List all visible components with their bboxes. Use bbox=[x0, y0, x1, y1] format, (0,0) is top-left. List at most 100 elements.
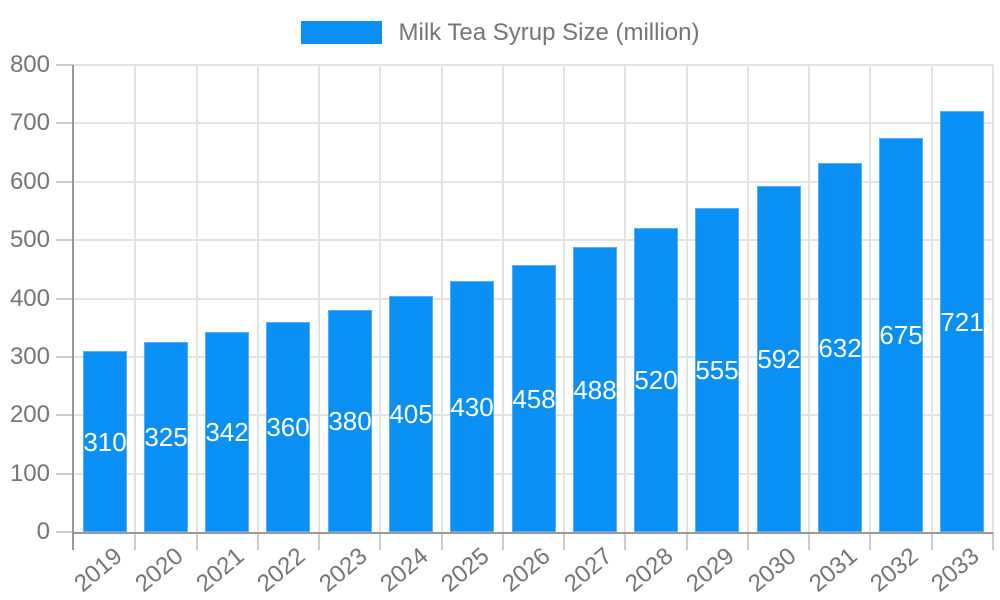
y-tick bbox=[56, 298, 74, 300]
y-tick bbox=[56, 473, 74, 475]
x-gridline bbox=[747, 65, 749, 532]
bar-value-label: 555 bbox=[695, 355, 739, 385]
y-axis-label: 700 bbox=[9, 109, 50, 136]
x-gridline bbox=[869, 65, 871, 532]
bar-value-label: 632 bbox=[818, 332, 862, 363]
y-tick bbox=[56, 64, 74, 66]
x-axis-label: 2028 bbox=[619, 542, 679, 598]
x-tick bbox=[134, 532, 136, 550]
bar-2020[interactable]: 325 bbox=[144, 342, 188, 532]
x-axis-label: 2023 bbox=[313, 542, 373, 598]
x-gridline bbox=[196, 65, 198, 532]
bar-value-label: 488 bbox=[573, 374, 617, 405]
x-tick bbox=[624, 532, 626, 550]
y-axis-label: 200 bbox=[9, 401, 50, 428]
x-axis-label: 2029 bbox=[680, 542, 740, 598]
y-gridline bbox=[74, 181, 993, 183]
x-gridline bbox=[502, 65, 504, 532]
x-axis-label: 2019 bbox=[68, 542, 128, 598]
bar-2026[interactable]: 458 bbox=[512, 265, 556, 532]
x-axis-label: 2033 bbox=[925, 542, 985, 598]
bar-2023[interactable]: 380 bbox=[328, 310, 372, 532]
x-tick bbox=[257, 532, 259, 550]
x-tick bbox=[686, 532, 688, 550]
x-gridline bbox=[563, 65, 565, 532]
bar-value-label: 520 bbox=[634, 365, 678, 395]
x-tick bbox=[502, 532, 504, 550]
y-gridline bbox=[74, 239, 993, 241]
x-tick bbox=[196, 532, 198, 550]
y-axis-label: 800 bbox=[9, 51, 50, 78]
x-gridline bbox=[808, 65, 810, 532]
x-tick bbox=[441, 532, 443, 550]
x-axis-line bbox=[72, 532, 993, 534]
bar-2025[interactable]: 430 bbox=[450, 281, 494, 532]
y-tick bbox=[56, 181, 74, 183]
x-axis-label: 2022 bbox=[251, 542, 311, 598]
x-gridline bbox=[441, 65, 443, 532]
bar-value-label: 360 bbox=[266, 412, 310, 442]
bar-value-label: 675 bbox=[879, 320, 923, 350]
bar-value-label: 380 bbox=[328, 406, 372, 436]
y-axis-label: 400 bbox=[9, 285, 50, 312]
y-gridline bbox=[74, 64, 993, 66]
bar-2029[interactable]: 555 bbox=[695, 208, 739, 532]
y-tick bbox=[56, 239, 74, 241]
bar-value-label: 325 bbox=[144, 422, 188, 452]
x-axis-label: 2026 bbox=[496, 542, 556, 598]
bar-value-label: 430 bbox=[450, 391, 494, 422]
bar-2030[interactable]: 592 bbox=[757, 186, 801, 532]
bar-2022[interactable]: 360 bbox=[266, 322, 310, 532]
x-gridline bbox=[379, 65, 381, 532]
bar-2033[interactable]: 721 bbox=[940, 111, 984, 532]
bar-value-label: 458 bbox=[512, 383, 556, 414]
y-axis-label: 600 bbox=[9, 168, 50, 195]
y-axis-line bbox=[72, 65, 74, 550]
bar-value-label: 592 bbox=[757, 344, 801, 374]
x-gridline bbox=[257, 65, 259, 532]
x-axis-label: 2024 bbox=[374, 542, 434, 598]
y-tick bbox=[56, 531, 74, 533]
bar-2027[interactable]: 488 bbox=[573, 247, 617, 532]
y-tick bbox=[56, 122, 74, 124]
x-axis-label: 2031 bbox=[803, 542, 863, 598]
legend-color-swatch bbox=[300, 21, 382, 44]
bar-2024[interactable]: 405 bbox=[389, 296, 433, 532]
x-axis-label: 2032 bbox=[864, 542, 924, 598]
x-axis-label: 2021 bbox=[190, 542, 250, 598]
y-axis-label: 500 bbox=[9, 226, 50, 253]
x-gridline bbox=[134, 65, 136, 532]
x-axis-label: 2027 bbox=[558, 542, 618, 598]
x-gridline bbox=[318, 65, 320, 532]
bar-value-label: 342 bbox=[205, 417, 249, 447]
bar-value-label: 721 bbox=[940, 306, 984, 337]
y-axis-label: 0 bbox=[36, 518, 50, 545]
y-axis-label: 300 bbox=[9, 343, 50, 370]
bar-2031[interactable]: 632 bbox=[818, 163, 862, 532]
bar-2019[interactable]: 310 bbox=[83, 351, 127, 532]
x-gridline bbox=[992, 65, 994, 532]
x-tick bbox=[992, 532, 994, 550]
x-gridline bbox=[931, 65, 933, 532]
x-axis-label: 2025 bbox=[435, 542, 495, 598]
x-gridline bbox=[624, 65, 626, 532]
x-tick bbox=[931, 532, 933, 550]
bar-2021[interactable]: 342 bbox=[205, 332, 249, 532]
bar-2032[interactable]: 675 bbox=[879, 138, 923, 532]
x-tick bbox=[747, 532, 749, 550]
y-gridline bbox=[74, 122, 993, 124]
legend: Milk Tea Syrup Size (million) bbox=[0, 19, 1000, 46]
x-gridline bbox=[686, 65, 688, 532]
x-tick bbox=[379, 532, 381, 550]
x-axis-label: 2030 bbox=[742, 542, 802, 598]
bar-2028[interactable]: 520 bbox=[634, 228, 678, 532]
x-tick bbox=[869, 532, 871, 550]
y-axis-label: 100 bbox=[9, 460, 50, 487]
y-tick bbox=[56, 414, 74, 416]
x-tick bbox=[318, 532, 320, 550]
x-tick bbox=[808, 532, 810, 550]
legend-series-label: Milk Tea Syrup Size (million) bbox=[398, 19, 700, 46]
bar-value-label: 310 bbox=[83, 426, 127, 457]
bar-value-label: 405 bbox=[389, 399, 433, 429]
